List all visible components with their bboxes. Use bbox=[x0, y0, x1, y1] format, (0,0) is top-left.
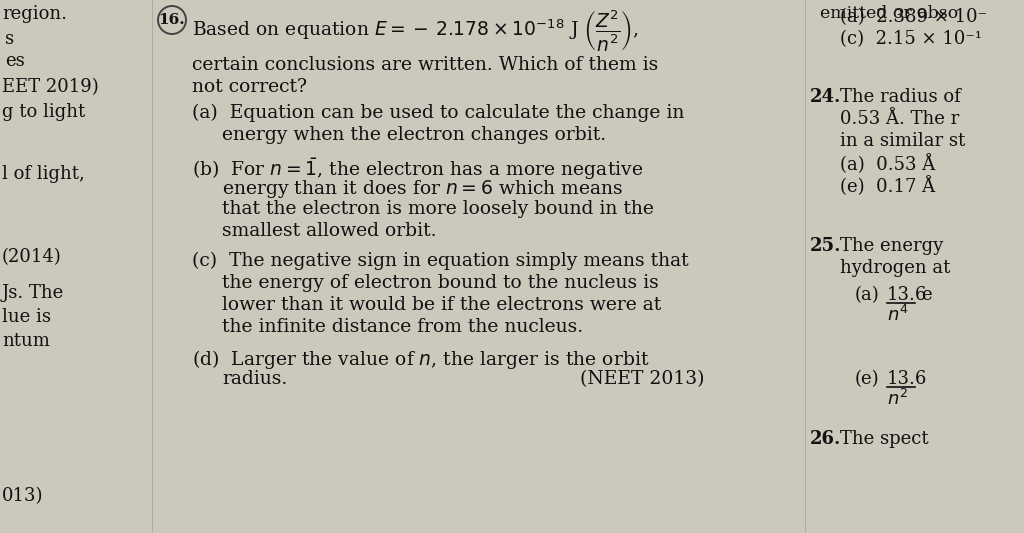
Text: The energy: The energy bbox=[840, 237, 943, 255]
Text: smallest allowed orbit.: smallest allowed orbit. bbox=[222, 222, 436, 240]
Text: Js. The: Js. The bbox=[2, 284, 65, 302]
Text: region.: region. bbox=[2, 5, 67, 23]
Text: (c)  The negative sign in equation simply means that: (c) The negative sign in equation simply… bbox=[193, 252, 688, 270]
Text: (NEET 2013): (NEET 2013) bbox=[580, 370, 705, 388]
Text: the infinite distance from the nucleus.: the infinite distance from the nucleus. bbox=[222, 318, 583, 336]
Text: 13.6: 13.6 bbox=[887, 370, 928, 388]
Text: 16.: 16. bbox=[159, 13, 185, 27]
Text: that the electron is more loosely bound in the: that the electron is more loosely bound … bbox=[222, 200, 654, 218]
Text: (a): (a) bbox=[855, 286, 880, 304]
Text: lue is: lue is bbox=[2, 308, 51, 326]
Text: (d)  Larger the value of $n$, the larger is the orbit: (d) Larger the value of $n$, the larger … bbox=[193, 348, 649, 371]
Text: es: es bbox=[5, 52, 25, 70]
Text: l of light,: l of light, bbox=[2, 165, 85, 183]
Text: g to light: g to light bbox=[2, 103, 85, 121]
Text: $n^2$: $n^2$ bbox=[887, 389, 908, 409]
Text: s: s bbox=[5, 30, 14, 48]
Text: (a)  2.389 × 10⁻: (a) 2.389 × 10⁻ bbox=[840, 8, 987, 26]
Text: the energy of electron bound to the nucleus is: the energy of electron bound to the nucl… bbox=[222, 274, 658, 292]
Text: lower than it would be if the electrons were at: lower than it would be if the electrons … bbox=[222, 296, 662, 314]
Text: The spect: The spect bbox=[840, 430, 929, 448]
Text: hydrogen at: hydrogen at bbox=[840, 259, 950, 277]
Text: 0.53 Å. The r: 0.53 Å. The r bbox=[840, 110, 959, 128]
Text: emitted or abso: emitted or abso bbox=[820, 5, 958, 22]
Text: energy when the electron changes orbit.: energy when the electron changes orbit. bbox=[222, 126, 606, 144]
Text: (a)  0.53 Å: (a) 0.53 Å bbox=[840, 154, 935, 174]
Text: Based on equation $E = -\, 2.178 \times 10^{-18}$ J $\left(\dfrac{Z^2}{n^2}\righ: Based on equation $E = -\, 2.178 \times … bbox=[193, 8, 639, 53]
Text: 26.: 26. bbox=[810, 430, 842, 448]
Text: (e): (e) bbox=[855, 370, 880, 388]
Text: 13.6: 13.6 bbox=[887, 286, 928, 304]
Text: e: e bbox=[921, 286, 932, 304]
Text: (e)  0.17 Å: (e) 0.17 Å bbox=[840, 176, 935, 196]
Text: EET 2019): EET 2019) bbox=[2, 78, 98, 96]
Text: (b)  For $n = \bar{1}$, the electron has a more negative: (b) For $n = \bar{1}$, the electron has … bbox=[193, 156, 643, 182]
Text: certain conclusions are written. Which of them is: certain conclusions are written. Which o… bbox=[193, 56, 658, 74]
Text: in a similar st: in a similar st bbox=[840, 132, 966, 150]
Text: ntum: ntum bbox=[2, 332, 50, 350]
Text: radius.: radius. bbox=[222, 370, 288, 388]
Text: The radius of: The radius of bbox=[840, 88, 961, 106]
Text: 013): 013) bbox=[2, 487, 43, 505]
Text: not correct?: not correct? bbox=[193, 78, 307, 96]
Text: (a)  Equation can be used to calculate the change in: (a) Equation can be used to calculate th… bbox=[193, 104, 684, 122]
Text: $n^4$: $n^4$ bbox=[887, 305, 908, 325]
Text: energy than it does for $n = 6$ which means: energy than it does for $n = 6$ which me… bbox=[222, 178, 624, 200]
Text: 25.: 25. bbox=[810, 237, 842, 255]
Text: (2014): (2014) bbox=[2, 248, 61, 266]
Text: (c)  2.15 × 10⁻¹: (c) 2.15 × 10⁻¹ bbox=[840, 30, 982, 48]
Text: 24.: 24. bbox=[810, 88, 842, 106]
